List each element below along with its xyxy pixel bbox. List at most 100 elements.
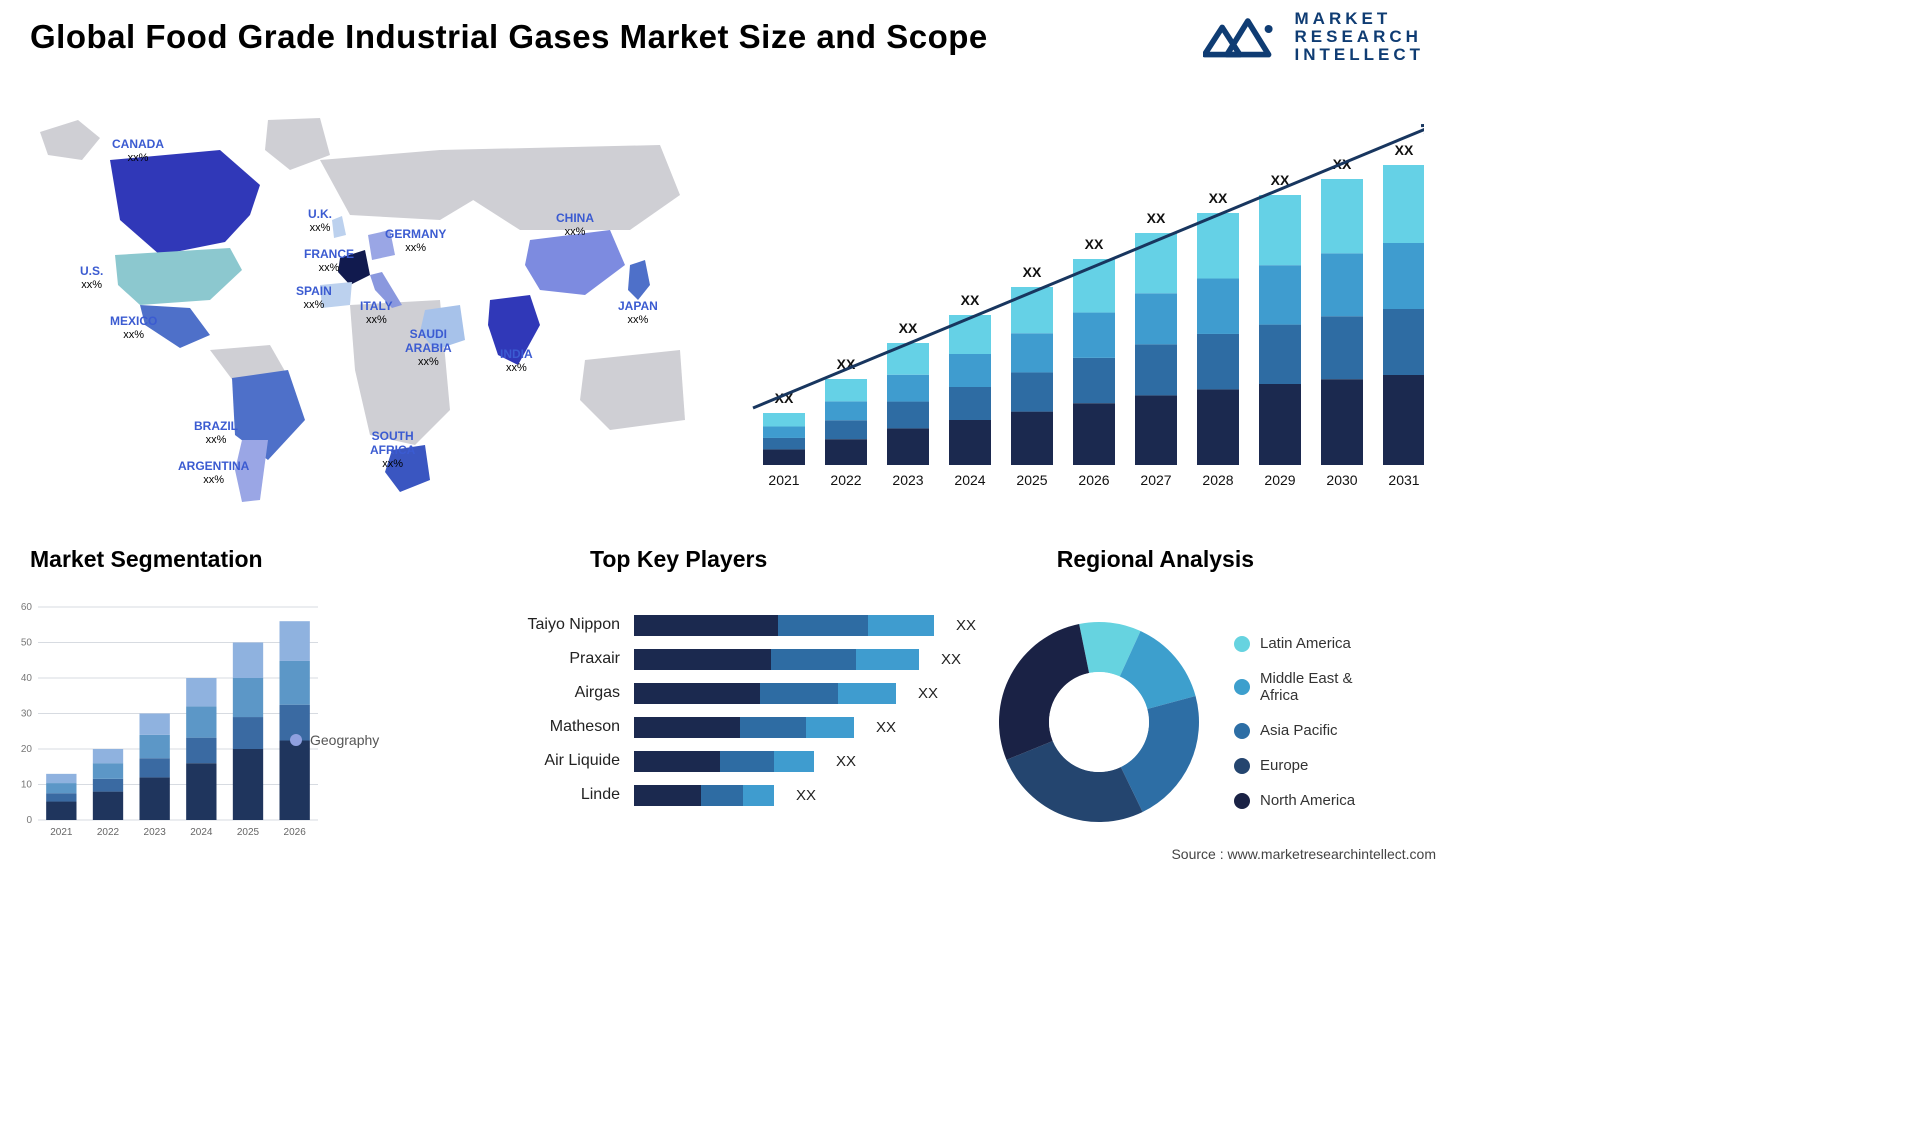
key-player-bar — [634, 717, 854, 738]
svg-text:2022: 2022 — [830, 472, 861, 488]
svg-text:XX: XX — [899, 320, 918, 336]
map-country-label: ARGENTINAxx% — [178, 460, 249, 486]
legend-swatch-icon — [1234, 758, 1250, 774]
svg-text:2025: 2025 — [1016, 472, 1047, 488]
key-player-name: Praxair — [490, 650, 620, 668]
brand-text-3: INTELLECT — [1295, 46, 1425, 64]
legend-swatch-icon — [1234, 723, 1250, 739]
key-player-name: Linde — [490, 786, 620, 804]
regional-legend-label: Europe — [1260, 757, 1308, 774]
svg-text:60: 60 — [21, 602, 33, 613]
map-country-label: JAPANxx% — [618, 300, 658, 326]
key-player-bar — [634, 615, 934, 636]
brand-logo: MARKET RESEARCH INTELLECT — [1203, 10, 1425, 64]
key-player-row: Praxair XX — [490, 642, 990, 676]
segmentation-legend: Geography — [290, 732, 379, 748]
regional-legend-label: Latin America — [1260, 635, 1351, 652]
key-player-value: XX — [941, 651, 961, 668]
svg-text:2024: 2024 — [190, 827, 213, 838]
map-country-label: U.S.xx% — [80, 265, 103, 291]
svg-text:2027: 2027 — [1140, 472, 1171, 488]
key-player-row: Matheson XX — [490, 710, 990, 744]
players-title: Top Key Players — [590, 546, 767, 573]
map-country-label: INDIAxx% — [500, 348, 533, 374]
key-player-bar — [634, 683, 896, 704]
svg-text:50: 50 — [21, 638, 33, 649]
svg-text:2022: 2022 — [97, 827, 120, 838]
world-map: CANADAxx% U.S.xx% MEXICOxx% BRAZILxx% ARGENT… — [20, 100, 700, 520]
map-country-label: CANADAxx% — [112, 138, 164, 164]
segmentation-chart: 0102030405060202120222023202420252026 — [10, 595, 450, 840]
legend-swatch-icon — [1234, 636, 1250, 652]
svg-text:XX: XX — [1147, 210, 1166, 226]
key-player-value: XX — [836, 753, 856, 770]
key-player-name: Taiyo Nippon — [490, 616, 620, 634]
map-country-label: ITALYxx% — [360, 300, 393, 326]
key-player-row: Taiyo NipponXX — [490, 608, 990, 642]
map-country-label: GERMANYxx% — [385, 228, 446, 254]
brand-text-2: RESEARCH — [1295, 28, 1425, 46]
market-growth-chart: XX 2021 XX 2022 XX 2023 XX 2024 XX 2025 XX 2026 XX 20… — [724, 100, 1424, 490]
key-player-value: XX — [918, 685, 938, 702]
svg-text:XX: XX — [961, 292, 980, 308]
key-player-value: XX — [876, 719, 896, 736]
key-player-name: Airgas — [490, 684, 620, 702]
regional-analysis: Latin America Middle East &Africa Asia Pac… — [994, 602, 1424, 842]
key-player-value: XX — [796, 787, 816, 804]
svg-text:10: 10 — [21, 780, 33, 791]
svg-text:XX: XX — [1085, 236, 1104, 252]
regional-legend-item: Asia Pacific — [1234, 722, 1355, 739]
regional-legend: Latin America Middle East &Africa Asia Pac… — [1234, 635, 1355, 809]
map-country-label: SAUDIARABIAxx% — [405, 328, 452, 368]
segmentation-legend-label: Geography — [310, 732, 379, 748]
svg-text:2023: 2023 — [892, 472, 923, 488]
map-country-label: CHINAxx% — [556, 212, 594, 238]
svg-text:2021: 2021 — [768, 472, 799, 488]
brand-text-1: MARKET — [1295, 10, 1425, 28]
svg-text:20: 20 — [21, 744, 33, 755]
segmentation-title: Market Segmentation — [30, 546, 263, 573]
key-player-bar — [634, 649, 919, 670]
regional-legend-item: Middle East &Africa — [1234, 670, 1355, 704]
regional-legend-label: Asia Pacific — [1260, 722, 1338, 739]
legend-swatch-icon — [1234, 679, 1250, 695]
svg-text:2023: 2023 — [144, 827, 167, 838]
svg-text:2026: 2026 — [284, 827, 307, 838]
svg-text:30: 30 — [21, 709, 33, 720]
svg-text:2030: 2030 — [1326, 472, 1357, 488]
key-players-chart: Taiyo NipponXXPraxairXXAirgasXXMathesonX… — [490, 608, 990, 838]
svg-text:2031: 2031 — [1388, 472, 1419, 488]
key-player-bar — [634, 785, 774, 806]
key-player-row: Airgas XX — [490, 676, 990, 710]
svg-text:2024: 2024 — [954, 472, 985, 488]
svg-text:2021: 2021 — [50, 827, 73, 838]
key-player-row: Air Liquide XX — [490, 744, 990, 778]
key-player-name: Matheson — [490, 718, 620, 736]
brand-mark-icon — [1203, 13, 1283, 61]
svg-text:XX: XX — [1023, 264, 1042, 280]
svg-text:2026: 2026 — [1078, 472, 1109, 488]
map-country-label: BRAZILxx% — [194, 420, 238, 446]
map-country-label: SPAINxx% — [296, 285, 332, 311]
svg-text:2025: 2025 — [237, 827, 260, 838]
key-player-row: Linde XX — [490, 778, 990, 812]
key-player-name: Air Liquide — [490, 752, 620, 770]
map-country-label: SOUTHAFRICAxx% — [370, 430, 415, 470]
regional-legend-label: Middle East &Africa — [1260, 670, 1353, 704]
svg-text:XX: XX — [1395, 142, 1414, 158]
svg-text:XX: XX — [1209, 190, 1228, 206]
regional-legend-item: Latin America — [1234, 635, 1355, 652]
regional-legend-label: North America — [1260, 792, 1355, 809]
map-country-label: U.K.xx% — [308, 208, 332, 234]
svg-text:0: 0 — [26, 815, 32, 826]
source-attribution: Source : www.marketresearchintellect.com — [1171, 846, 1436, 862]
map-country-label: MEXICOxx% — [110, 315, 157, 341]
legend-swatch-icon — [1234, 793, 1250, 809]
page-title: Global Food Grade Industrial Gases Marke… — [30, 18, 988, 56]
key-player-bar — [634, 751, 814, 772]
regional-title: Regional Analysis — [1057, 546, 1254, 573]
svg-text:2028: 2028 — [1202, 472, 1233, 488]
regional-legend-item: North America — [1234, 792, 1355, 809]
svg-text:2029: 2029 — [1264, 472, 1295, 488]
regional-donut-chart — [994, 617, 1204, 827]
